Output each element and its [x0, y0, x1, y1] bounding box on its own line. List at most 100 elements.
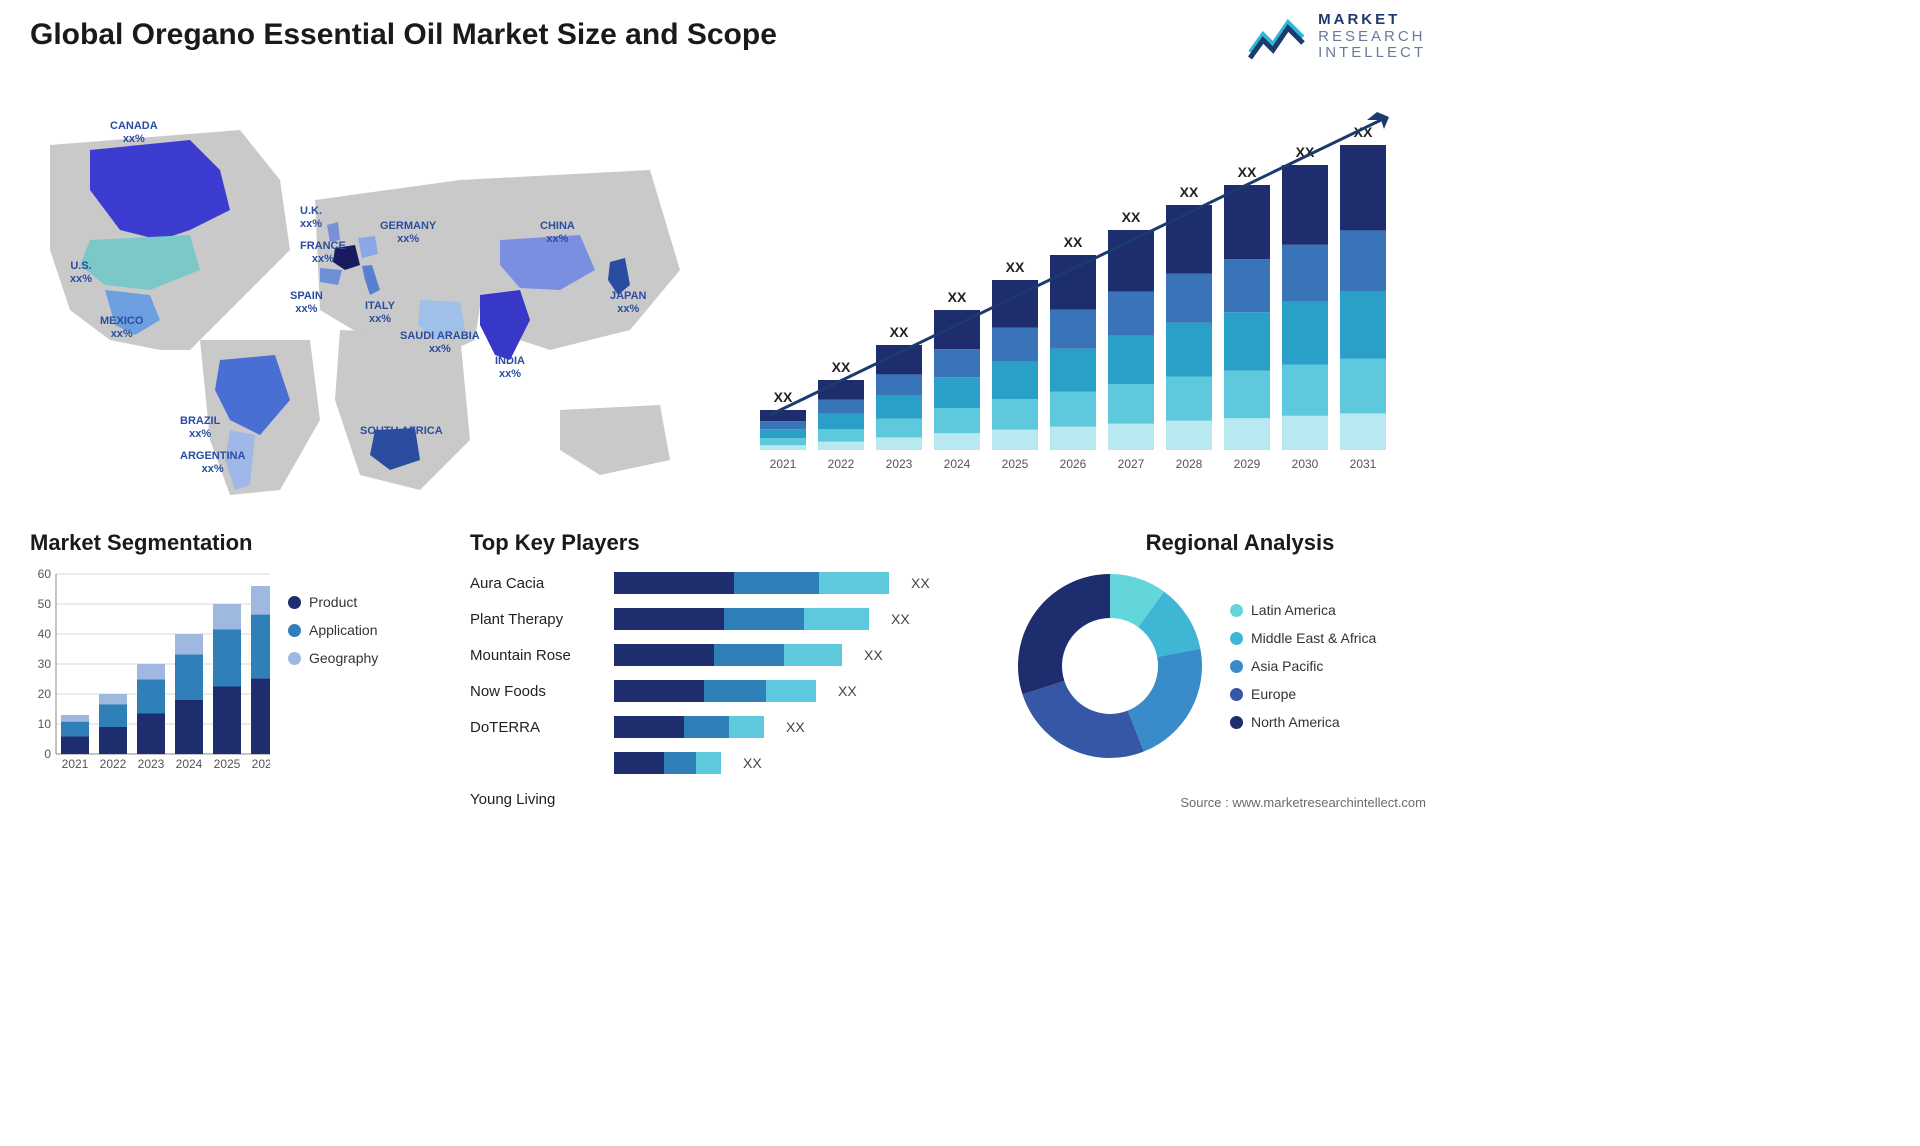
player-bar-seg0 [614, 680, 704, 702]
player-name: Plant Therapy [470, 611, 600, 628]
player-bar-seg0 [614, 572, 734, 594]
player-bar-seg2 [819, 572, 889, 594]
seg-ytick-50: 50 [38, 597, 52, 611]
donut-north-america [1018, 574, 1110, 694]
player-bar [614, 752, 721, 774]
big-bar-2029-seg3 [1224, 259, 1270, 312]
big-bar-2025-seg0 [992, 430, 1038, 450]
player-bar-seg2 [804, 608, 869, 630]
big-bar-2026-seg1 [1050, 392, 1096, 427]
map-label-u.k.: U.K.xx% [300, 205, 322, 230]
player-row-young-living: Young Living [470, 786, 990, 812]
seg-bar-2024-geography [175, 634, 203, 654]
seg-ytick-30: 30 [38, 657, 52, 671]
big-bar-2026-seg2 [1050, 349, 1096, 392]
player-bar-seg1 [704, 680, 766, 702]
seg-bar-2025-geography [213, 604, 241, 630]
player-value: XX [786, 719, 805, 735]
big-bar-2022-seg1 [818, 429, 864, 442]
big-year-2022: 2022 [828, 457, 855, 471]
big-year-2026: 2026 [1060, 457, 1087, 471]
big-bar-2029-seg0 [1224, 418, 1270, 450]
seg-bar-2023-product [137, 714, 165, 755]
seg-ytick-20: 20 [38, 687, 52, 701]
big-bar-2030-seg4 [1282, 165, 1328, 245]
big-bar-2021-seg1 [760, 438, 806, 445]
big-year-2025: 2025 [1002, 457, 1029, 471]
logo-line3: INTELLECT [1318, 45, 1426, 62]
player-value: XX [911, 575, 930, 591]
big-bar-2021-seg3 [760, 421, 806, 429]
big-bar-2024-seg1 [934, 408, 980, 433]
seg-bar-2022-geography [99, 694, 127, 704]
seg-ytick-40: 40 [38, 627, 52, 641]
big-bar-2030-seg3 [1282, 245, 1328, 302]
big-bar-2031-seg4 [1340, 145, 1386, 230]
world-map: CANADAxx%U.S.xx%MEXICOxx%BRAZILxx%ARGENT… [20, 90, 700, 490]
big-bar-2029-seg4 [1224, 185, 1270, 259]
big-bar-2031-seg3 [1340, 230, 1386, 291]
big-bar-2022-seg3 [818, 400, 864, 414]
big-label-2025: XX [1006, 259, 1025, 275]
big-bar-2023-seg3 [876, 374, 922, 395]
player-row-plant-therapy: Plant Therapy XX [470, 606, 990, 632]
regional-title: Regional Analysis [1050, 530, 1430, 556]
player-bar-seg1 [684, 716, 729, 738]
big-bar-2022-seg0 [818, 442, 864, 450]
player-value: XX [838, 683, 857, 699]
big-label-2022: XX [832, 359, 851, 375]
seg-ytick-60: 60 [38, 567, 52, 581]
seg-bar-2026-product [251, 678, 270, 754]
big-bar-2027-seg1 [1108, 384, 1154, 424]
big-bar-2023-seg0 [876, 437, 922, 450]
seg-bar-2021-product [61, 736, 89, 754]
player-row-now-foods: Now FoodsXX [470, 678, 990, 704]
big-bar-2026-seg0 [1050, 427, 1096, 450]
map-label-india: INDIAxx% [495, 355, 525, 380]
big-bar-2025-seg2 [992, 362, 1038, 399]
player-row-doterra: DoTERRAXX [470, 714, 990, 740]
player-value: XX [891, 611, 910, 627]
big-bar-2031-seg1 [1340, 359, 1386, 414]
logo-line1: MARKET [1318, 12, 1426, 29]
seg-bar-2026-geography [251, 586, 270, 615]
player-bar-seg1 [714, 644, 784, 666]
big-label-2029: XX [1238, 164, 1257, 180]
seg-year-2021: 2021 [62, 757, 89, 771]
player-value: XX [743, 755, 762, 771]
player-bar [614, 716, 764, 738]
player-bar-seg2 [766, 680, 816, 702]
big-bar-2026-seg3 [1050, 310, 1096, 349]
map-label-italy: ITALYxx% [365, 300, 395, 325]
big-label-2021: XX [774, 389, 793, 405]
big-bar-2021-seg2 [760, 429, 806, 438]
big-bar-2030-seg1 [1282, 365, 1328, 416]
regional-legend-middle-east-africa: Middle East & Africa [1230, 630, 1376, 646]
players-title: Top Key Players [470, 530, 990, 556]
big-year-2030: 2030 [1292, 457, 1319, 471]
big-bar-2027-seg2 [1108, 336, 1154, 384]
player-bar-seg1 [664, 752, 696, 774]
map-label-brazil: BRAZILxx% [180, 415, 220, 440]
big-label-2026: XX [1064, 234, 1083, 250]
map-label-japan: JAPANxx% [610, 290, 646, 315]
big-bar-2030-seg2 [1282, 302, 1328, 365]
map-label-germany: GERMANYxx% [380, 220, 436, 245]
seg-bar-2023-application [137, 679, 165, 713]
big-year-2028: 2028 [1176, 457, 1203, 471]
player-bar-seg1 [734, 572, 819, 594]
seg-bar-2025-application [213, 630, 241, 687]
big-year-2024: 2024 [944, 457, 971, 471]
big-bar-2026-seg4 [1050, 255, 1096, 310]
player-bar [614, 608, 869, 630]
map-label-u.s.: U.S.xx% [70, 260, 92, 285]
big-label-2024: XX [948, 289, 967, 305]
big-bar-2025-seg3 [992, 328, 1038, 362]
regional-legend-latin-america: Latin America [1230, 602, 1376, 618]
seg-bar-2024-application [175, 654, 203, 700]
big-year-2027: 2027 [1118, 457, 1145, 471]
map-label-canada: CANADAxx% [110, 120, 158, 145]
source-credit: Source : www.marketresearchintellect.com [1180, 795, 1426, 810]
big-bar-2022-seg2 [818, 414, 864, 429]
big-bar-2029-seg1 [1224, 371, 1270, 419]
